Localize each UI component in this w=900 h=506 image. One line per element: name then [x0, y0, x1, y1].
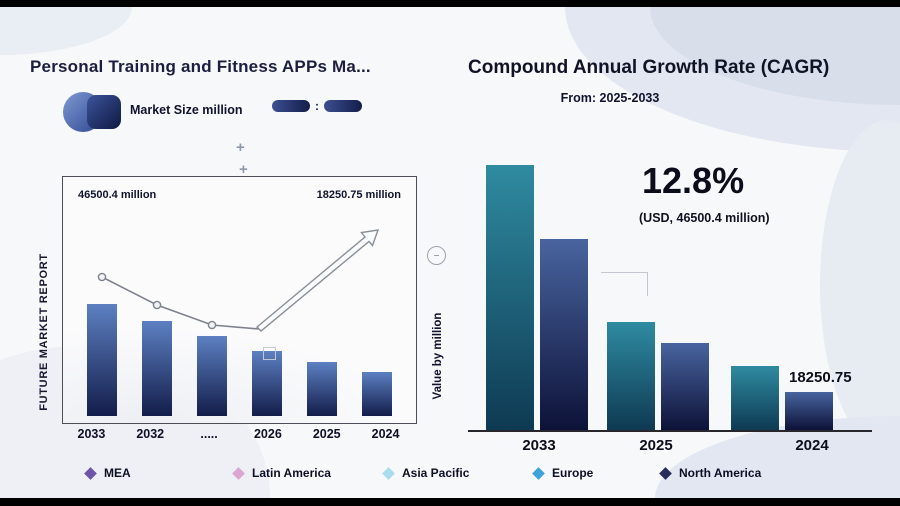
right-bar-high: [486, 165, 534, 430]
marker-dot: [152, 300, 162, 310]
legend-item-label: Europe: [552, 466, 594, 480]
square-decoration: [263, 347, 276, 360]
right-bar-group: [607, 322, 709, 430]
right-chart-subtitle: From: 2025-2033: [560, 91, 660, 105]
legend-item-label: North America: [679, 466, 762, 480]
left-bar: [87, 304, 118, 416]
annotation-min-value: 18250.75 million: [316, 189, 401, 201]
market-size-legend-label: Market Size million: [130, 103, 243, 117]
left-x-axis: 2033 2032..... 2026 2025 2024: [62, 427, 415, 441]
legend-item: Latin America: [232, 466, 331, 480]
legend-diamond-icon: [232, 466, 245, 480]
x-tick-label: 2033: [522, 437, 556, 454]
trend-line-arrow: [97, 229, 380, 332]
right-bar-group: [486, 165, 588, 430]
annotation-max-value: 46500.4 million: [78, 189, 157, 201]
legend-diamond-icon: [659, 466, 672, 480]
x-tick-label: 2025: [312, 427, 341, 441]
future-market-report-label: FUTURE MARKET REPORT: [38, 253, 50, 411]
x-tick-label: .....: [200, 427, 218, 441]
edge-blob-decoration: [820, 120, 900, 450]
ratio-pills-decoration: :: [272, 100, 362, 112]
x-tick-label: 2033: [77, 427, 106, 441]
left-bar: [197, 336, 228, 416]
market-size-legend-icon: [63, 92, 121, 132]
right-bar-low: [661, 343, 709, 430]
colon-glyph: :: [315, 99, 319, 113]
left-bars: [75, 291, 404, 416]
legend-item-label: MEA: [104, 466, 131, 480]
left-bar-column: [75, 304, 130, 416]
trend-line: [101, 276, 260, 330]
legend-item: Europe: [532, 466, 594, 480]
legend-diamond-icon: [84, 466, 97, 480]
x-tick-label: 2025: [639, 437, 673, 454]
left-bar-column: [185, 336, 240, 416]
marker-dot: [97, 272, 107, 282]
left-bar-column: [239, 351, 294, 416]
left-bar-column: [349, 372, 404, 416]
legend-item: MEA: [84, 466, 131, 480]
legend-item-label: Latin America: [252, 466, 331, 480]
bottom-border-strip: [0, 498, 900, 506]
plus-icon: +: [236, 139, 245, 156]
cagr-value: 12.8%: [642, 160, 745, 201]
plus-icon: +: [239, 161, 248, 178]
x-tick-label: 2024: [371, 427, 400, 441]
x-tick-label: 2026: [253, 427, 282, 441]
left-bar: [361, 372, 392, 416]
minus-glyph: –: [433, 250, 440, 261]
legend-item: North America: [659, 466, 762, 480]
left-bar: [251, 351, 282, 416]
right-chart-title: Compound Annual Growth Rate (CAGR): [468, 57, 830, 78]
region-legend: MEA Latin America Asia Pacific Europe North …: [0, 466, 900, 492]
legend-diamond-icon: [532, 466, 545, 480]
left-chart-title: Personal Training and Fitness APPs Ma...: [30, 57, 371, 76]
annotation-2024-value: 18250.75: [789, 369, 852, 386]
left-bar: [306, 362, 337, 416]
right-bar-high: [731, 366, 779, 430]
cagr-detail: (USD, 46500.4 million): [639, 211, 770, 225]
right-axis-line: [468, 430, 872, 432]
left-bar-column: [130, 321, 185, 416]
pill-icon: [272, 100, 310, 112]
legend-item: Asia Pacific: [382, 466, 470, 480]
corner-curve-decoration: [0, 7, 132, 55]
top-border-strip: [0, 0, 900, 7]
left-chart-plot: 46500.4 million 18250.75 million: [62, 176, 417, 424]
right-bar-high: [607, 322, 655, 430]
left-bar-column: [294, 362, 349, 416]
legend-diamond-icon: [382, 466, 395, 480]
legend-item-label: Asia Pacific: [402, 466, 470, 480]
marker-dot: [207, 320, 217, 330]
value-by-million-label: Value by million: [432, 312, 444, 400]
left-bar: [142, 321, 173, 416]
up-arrow-icon: [255, 229, 380, 332]
pill-icon: [324, 100, 362, 112]
x-tick-label: 2032: [136, 427, 165, 441]
step-line-decoration: [601, 272, 648, 296]
right-bar-low: [540, 239, 588, 430]
minus-circle-icon: –: [427, 246, 446, 265]
